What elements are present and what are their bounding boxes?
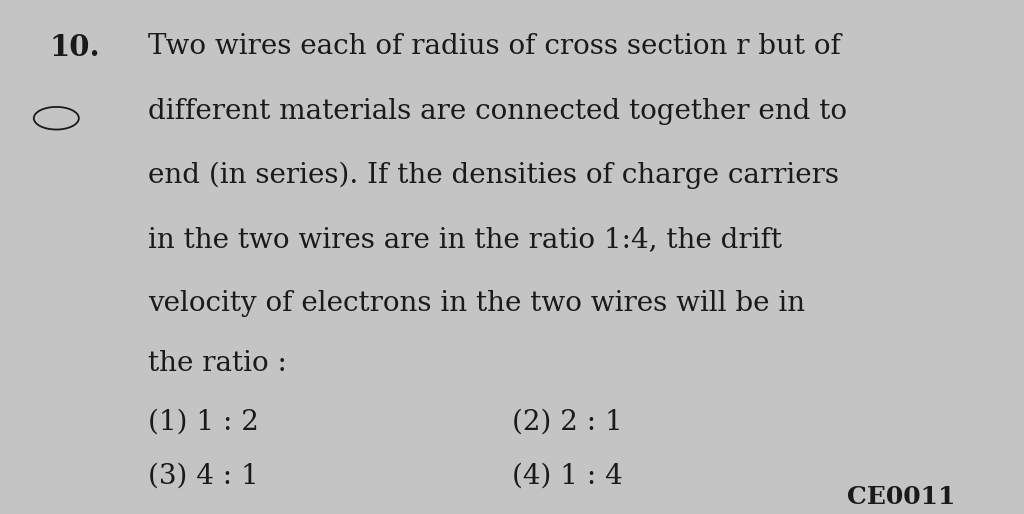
Text: in the two wires are in the ratio 1:4, the drift: in the two wires are in the ratio 1:4, t… bbox=[148, 226, 782, 253]
Text: 10.: 10. bbox=[49, 33, 99, 62]
Text: (2) 2 : 1: (2) 2 : 1 bbox=[512, 409, 623, 436]
Text: (3) 4 : 1: (3) 4 : 1 bbox=[148, 463, 259, 490]
Text: different materials are connected together end to: different materials are connected togeth… bbox=[148, 98, 848, 125]
Text: (4) 1 : 4: (4) 1 : 4 bbox=[512, 463, 623, 490]
Text: Two wires each of radius of cross section r but of: Two wires each of radius of cross sectio… bbox=[148, 33, 842, 61]
Text: end (in series). If the densities of charge carriers: end (in series). If the densities of cha… bbox=[148, 162, 840, 189]
Text: CE0011: CE0011 bbox=[847, 485, 955, 509]
Text: the ratio :: the ratio : bbox=[148, 350, 288, 377]
Text: velocity of electrons in the two wires will be in: velocity of electrons in the two wires w… bbox=[148, 290, 806, 318]
Text: (1) 1 : 2: (1) 1 : 2 bbox=[148, 409, 259, 436]
